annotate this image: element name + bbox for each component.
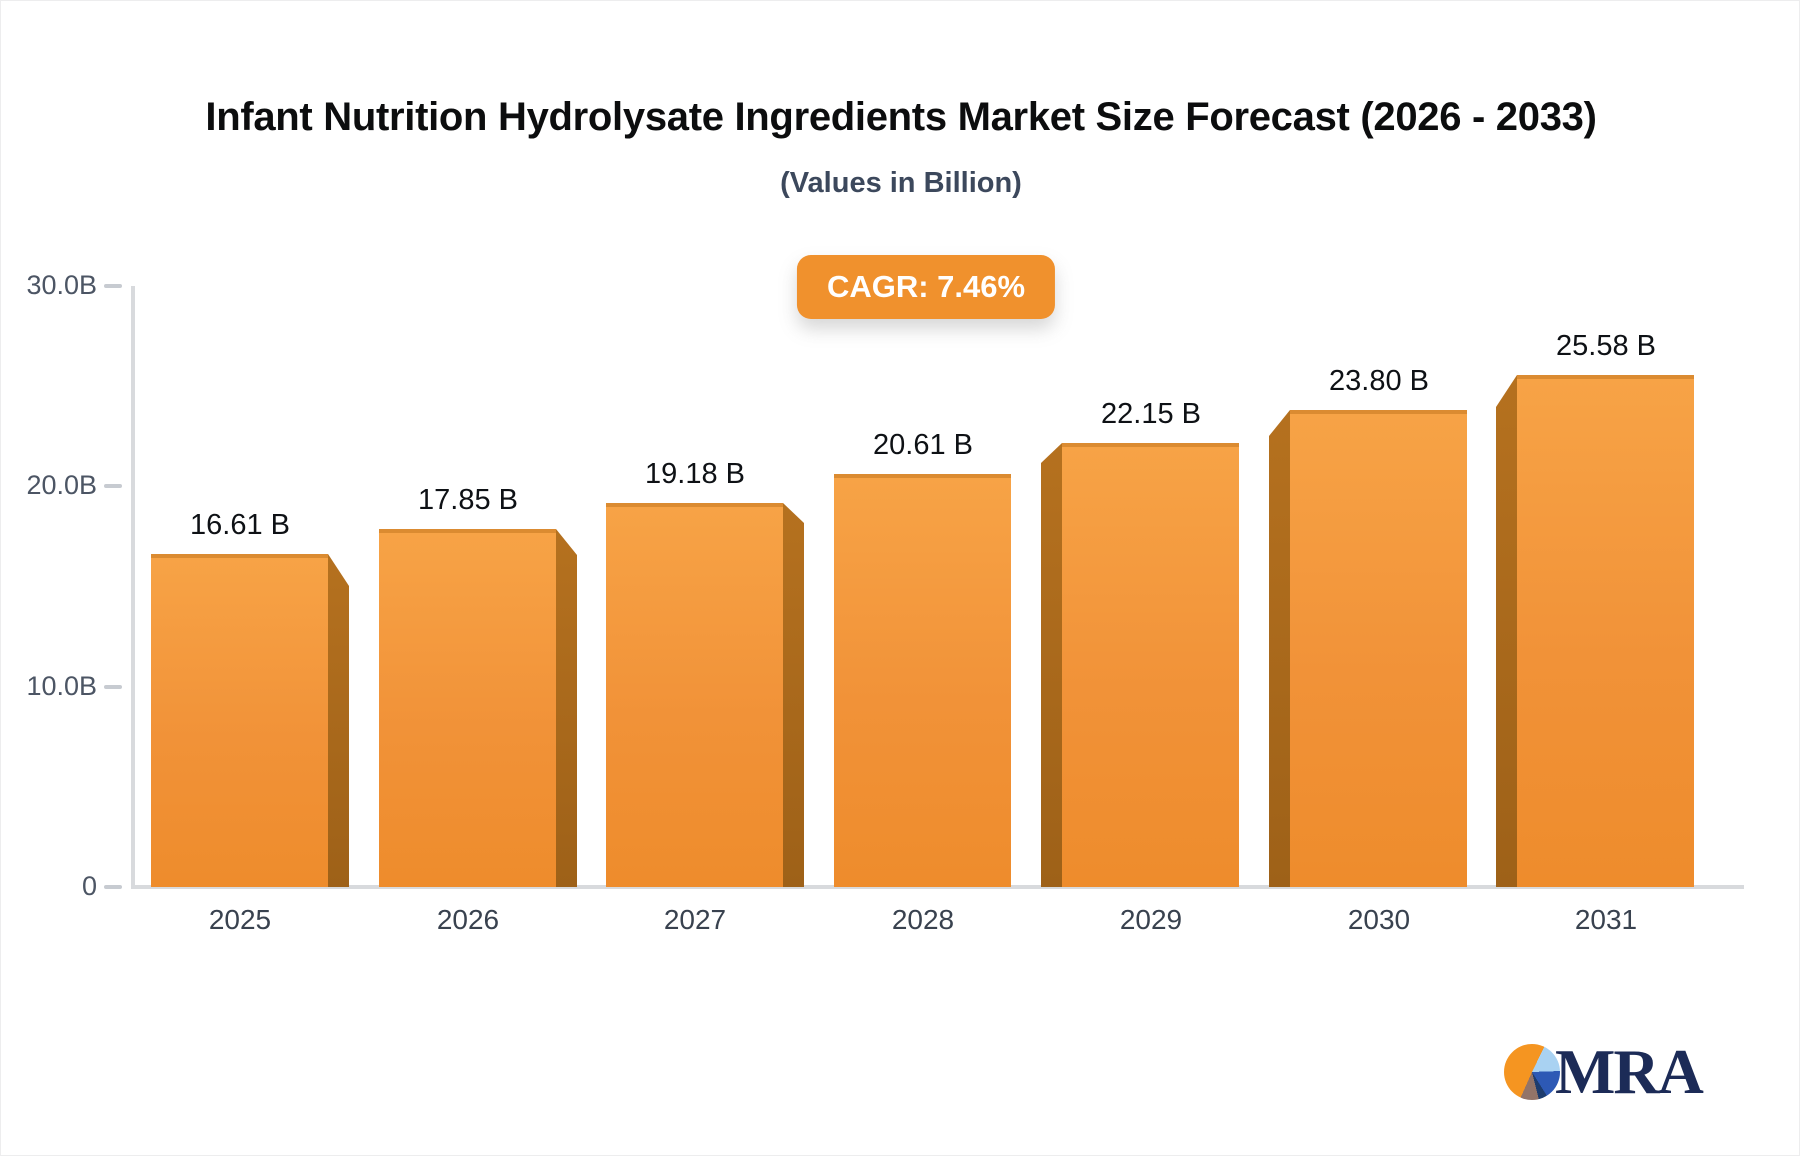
bar-value-label: 22.15 B	[1101, 398, 1201, 430]
x-tick-label: 2026	[436, 904, 500, 935]
chart-subtitle: (Values in Billion)	[780, 167, 1022, 199]
chart-title: Infant Nutrition Hydrolysate Ingredients…	[205, 95, 1597, 139]
y-tick-dash	[104, 284, 122, 288]
bar-side-face	[1269, 410, 1290, 887]
cagr-badge: CAGR: 7.46%	[796, 255, 1056, 319]
bar-2026	[379, 529, 556, 887]
bar-side-face	[1496, 375, 1517, 887]
bar-value-label: 23.80 B	[1329, 365, 1429, 397]
bar-value-label: 25.58 B	[1556, 330, 1656, 362]
logo: MRA	[1504, 1036, 1704, 1107]
bar-value-label: 20.61 B	[873, 429, 973, 461]
x-tick-label: 2030	[1347, 904, 1411, 935]
x-tick-label: 2025	[208, 904, 272, 935]
bar-side-face	[783, 503, 804, 887]
x-tick-label: 2027	[663, 904, 727, 935]
y-tick-label: 0	[81, 871, 97, 901]
logo-text: MRA	[1555, 1036, 1704, 1107]
x-tick-label: 2028	[891, 904, 955, 935]
pie-chart-icon	[1504, 1044, 1560, 1100]
bar-side-face	[328, 554, 349, 887]
bar-side-face	[1041, 443, 1062, 887]
y-tick-dash	[104, 484, 122, 489]
bar-value-label: 16.61 B	[190, 509, 290, 541]
bar-value-label: 19.18 B	[645, 458, 745, 490]
bar-2030	[1290, 410, 1467, 887]
x-tick-label: 2029	[1119, 904, 1183, 935]
bar-2027	[606, 503, 783, 887]
x-tick-label: 2031	[1574, 904, 1638, 935]
bar-2025	[151, 554, 328, 887]
y-tick-label: 30.0B	[26, 270, 97, 300]
y-tick-dash	[104, 885, 122, 889]
x-axis-baseline	[131, 885, 1744, 889]
bar-side-face	[556, 529, 577, 887]
y-axis-line	[131, 286, 135, 889]
bar-value-label: 17.85 B	[418, 484, 518, 516]
bar-2028	[834, 474, 1011, 887]
y-tick-dash	[104, 684, 122, 689]
y-tick-label: 10.0B	[26, 670, 97, 701]
y-tick-label: 20.0B	[26, 470, 97, 501]
bar-2029	[1062, 443, 1239, 887]
bar-2031	[1517, 375, 1694, 887]
